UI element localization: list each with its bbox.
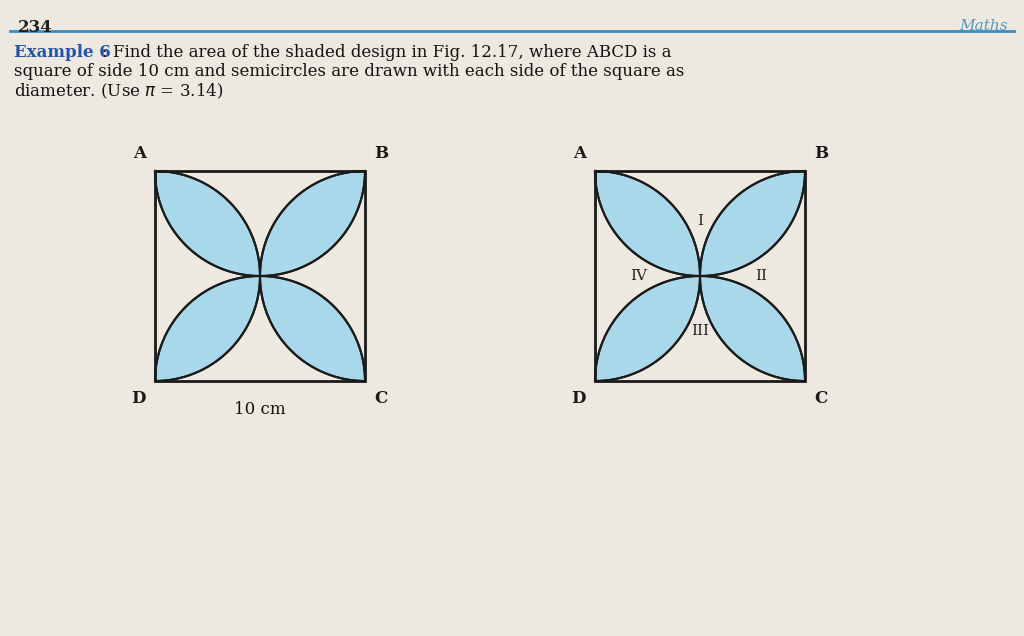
Polygon shape <box>700 276 805 381</box>
Polygon shape <box>260 171 365 276</box>
Text: III: III <box>691 324 709 338</box>
Polygon shape <box>260 276 365 381</box>
Bar <box>595 171 805 381</box>
Text: square of side 10 cm and semicircles are drawn with each side of the square as: square of side 10 cm and semicircles are… <box>14 63 684 80</box>
Text: C: C <box>374 390 387 407</box>
Text: : Find the area of the shaded design in Fig. 12.17, where ABCD is a: : Find the area of the shaded design in … <box>102 44 672 61</box>
Text: Maths: Maths <box>959 19 1008 33</box>
Polygon shape <box>155 276 260 381</box>
Text: C: C <box>814 390 827 407</box>
Text: diameter. (Use $\pi$ = 3.14): diameter. (Use $\pi$ = 3.14) <box>14 82 223 101</box>
Text: IV: IV <box>631 269 647 283</box>
Polygon shape <box>595 276 700 381</box>
Text: B: B <box>374 145 388 162</box>
Polygon shape <box>155 171 260 276</box>
Polygon shape <box>595 171 700 276</box>
Text: D: D <box>571 390 586 407</box>
Text: 10 cm: 10 cm <box>234 401 286 418</box>
Polygon shape <box>700 171 805 276</box>
Text: I: I <box>697 214 703 228</box>
Text: A: A <box>133 145 146 162</box>
Text: D: D <box>131 390 146 407</box>
Text: II: II <box>755 269 767 283</box>
Text: 234: 234 <box>18 19 53 36</box>
Text: B: B <box>814 145 828 162</box>
Bar <box>155 171 365 381</box>
Text: A: A <box>573 145 586 162</box>
Text: Example 6: Example 6 <box>14 44 111 61</box>
